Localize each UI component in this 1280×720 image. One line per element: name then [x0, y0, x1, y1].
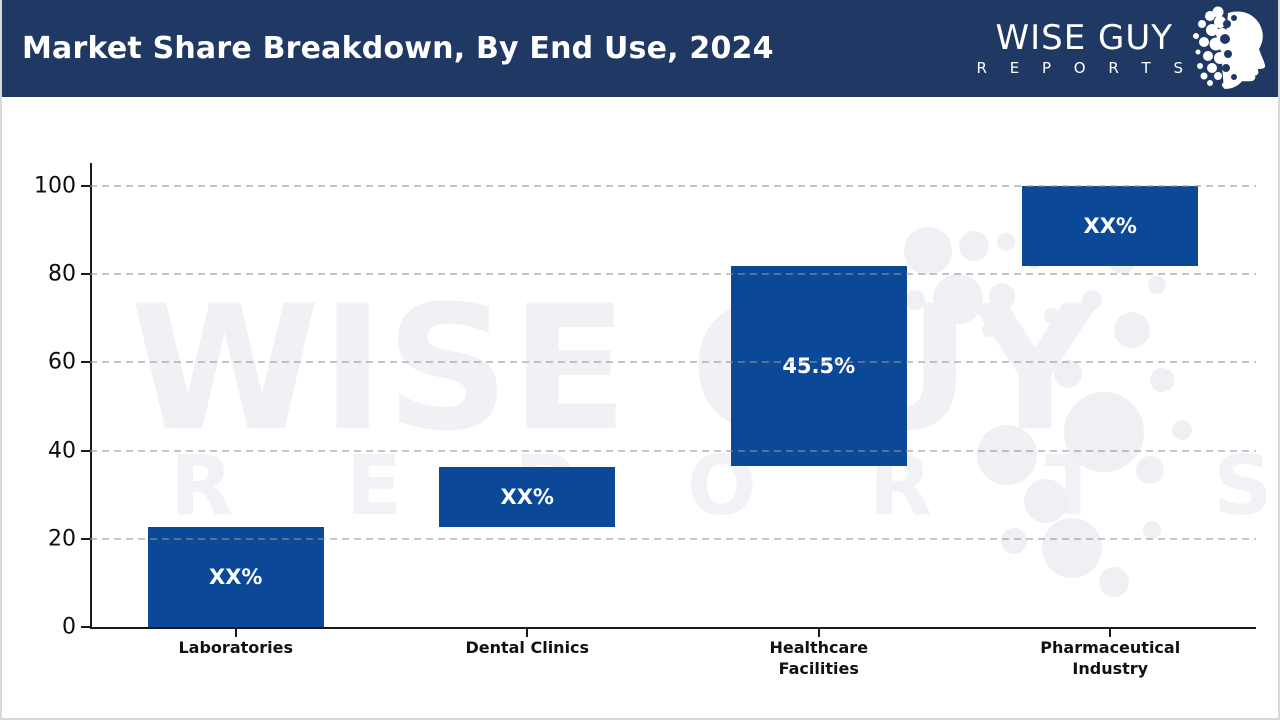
gridline-60	[90, 361, 1256, 364]
y-tick-20	[81, 537, 90, 540]
logo-reports-label: R E P O R T S	[976, 58, 1192, 77]
x-tick-1	[526, 629, 529, 637]
y-axis-line	[90, 163, 92, 629]
wiseguy-logo-text: WISE GUY R E P O R T S	[976, 18, 1192, 77]
logo-wiseguy-label: WISE GUY	[995, 18, 1174, 59]
watermark-face-dots	[904, 227, 1192, 597]
bar-value-label: 45.5%	[782, 354, 856, 379]
wiseguy-logo: WISE GUY R E P O R T S	[977, 6, 1268, 92]
gridline-40	[90, 449, 1256, 452]
x-category-label: Laboratories	[178, 638, 293, 657]
y-tick-60	[81, 361, 90, 364]
header-bar: Market Share Breakdown, By End Use, 2024…	[2, 0, 1278, 97]
y-tick-0	[81, 626, 90, 628]
x-category-label: Dental Clinics	[465, 638, 590, 657]
x-category-label: Healthcare Facilities	[769, 638, 869, 678]
y-tick-label-20: 20	[48, 526, 76, 552]
bar-dental-clinics: XX%	[439, 466, 616, 527]
x-category-label: Pharmaceutical Industry	[1040, 638, 1181, 678]
y-tick-label-40: 40	[48, 438, 76, 464]
y-tick-label-100: 100	[34, 173, 76, 199]
gridline-100	[90, 185, 1256, 187]
gridline-20	[90, 537, 1256, 540]
x-tick-0	[234, 629, 237, 637]
bar-healthcare-facilities: 45.5%	[730, 265, 907, 467]
bar-value-label: XX%	[500, 484, 554, 509]
y-tick-100	[81, 185, 90, 187]
bar-laboratories: XX%	[147, 526, 324, 627]
watermark-wiseguy-text: WISE GUY	[130, 268, 1099, 469]
y-tick-label-80: 80	[48, 261, 76, 287]
logo-face-icon	[1193, 6, 1266, 89]
x-tick-2	[817, 629, 820, 637]
bar-value-label: XX%	[209, 564, 263, 589]
y-tick-label-60: 60	[48, 349, 76, 375]
x-tick-3	[1109, 629, 1112, 637]
y-tick-40	[81, 449, 90, 452]
bar-pharmaceutical-industry: XX%	[1022, 186, 1199, 267]
y-tick-label-0: 0	[62, 614, 76, 640]
bar-value-label: XX%	[1083, 214, 1137, 239]
x-axis-line	[90, 627, 1256, 629]
gridline-80	[90, 273, 1256, 276]
y-tick-80	[81, 273, 90, 276]
page-title: Market Share Breakdown, By End Use, 2024	[22, 31, 774, 66]
